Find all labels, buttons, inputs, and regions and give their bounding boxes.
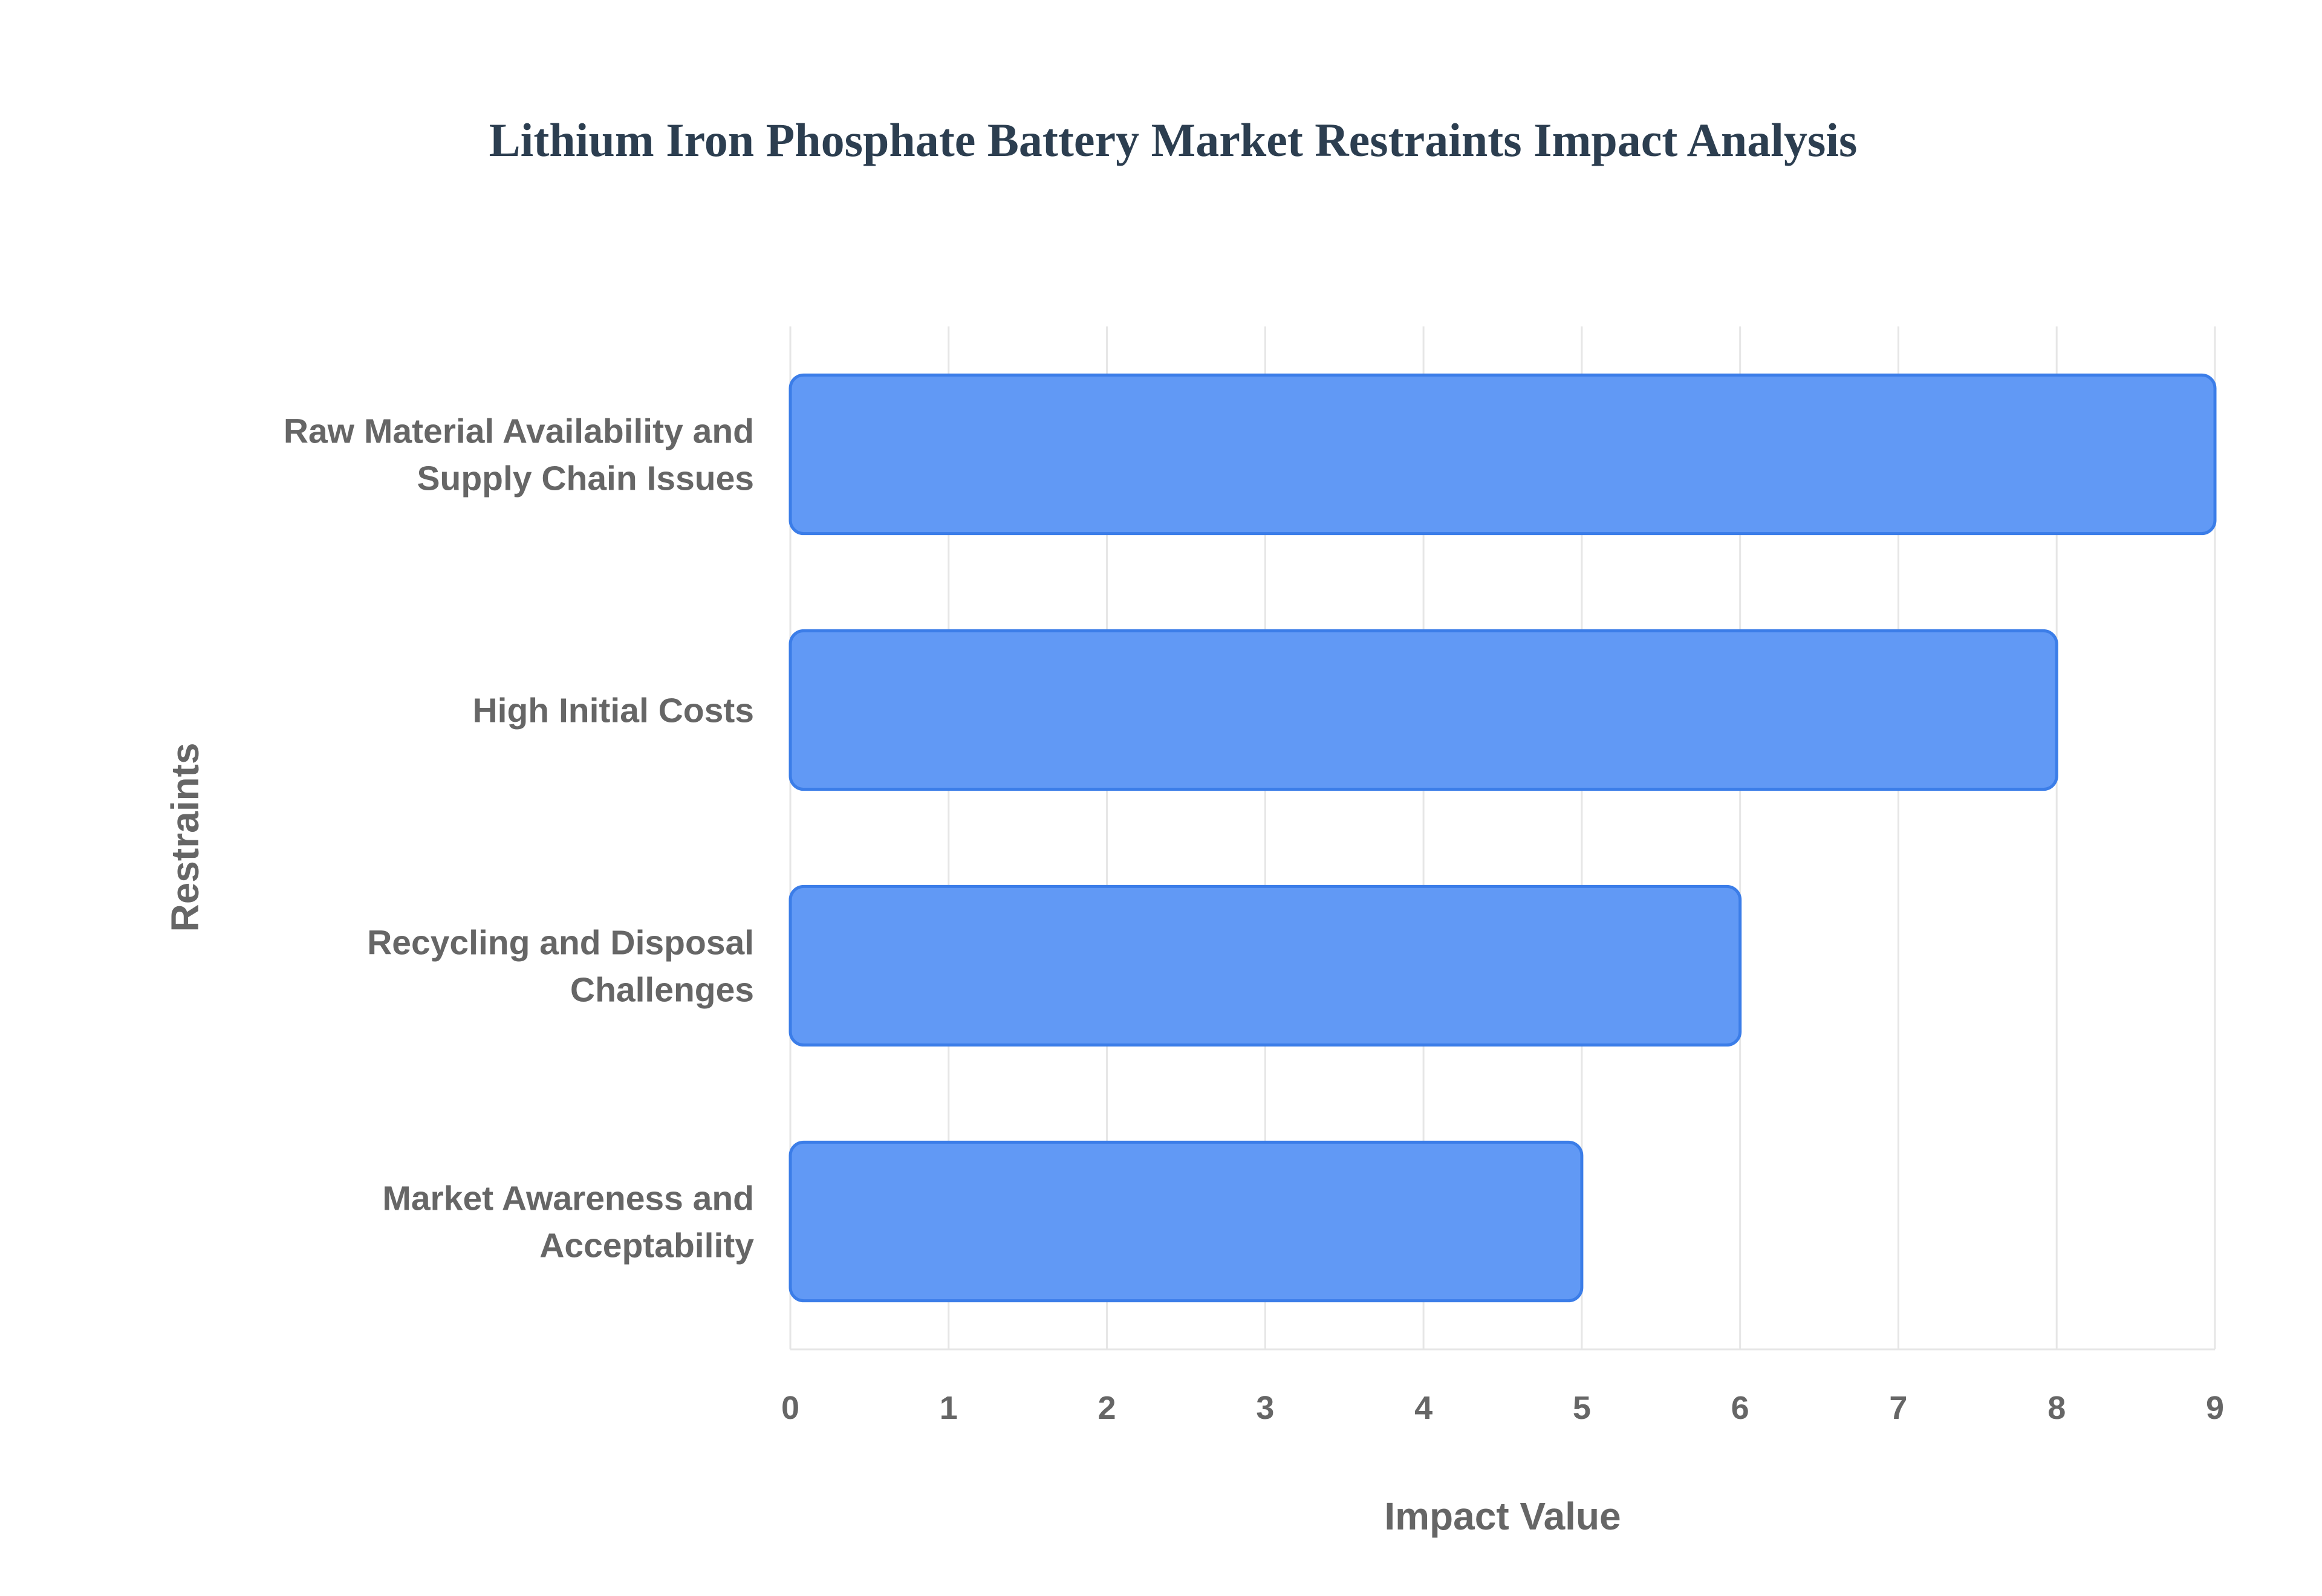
bar xyxy=(789,629,2058,791)
y-axis-title: Restraints xyxy=(163,743,207,932)
x-axis-ticks: 0 1 2 3 4 5 6 7 8 9 xyxy=(781,1390,2224,1426)
chart-title: Lithium Iron Phosphate Battery Market Re… xyxy=(489,114,1858,166)
x-tick-label: 8 xyxy=(2047,1390,2066,1426)
bars xyxy=(789,373,2217,1303)
x-tick-label: 5 xyxy=(1573,1390,1591,1426)
x-tick-label: 9 xyxy=(2206,1390,2224,1426)
bar xyxy=(789,373,2217,536)
y-axis-categories: Raw Material Availability and Supply Chai… xyxy=(284,412,754,1265)
x-tick-label: 7 xyxy=(1889,1390,1907,1426)
x-axis-title: Impact Value xyxy=(1384,1494,1621,1538)
category-label: Market Awareness and Acceptability xyxy=(382,1179,754,1265)
category-label: Raw Material Availability and Supply Chai… xyxy=(284,412,754,498)
x-tick-label: 2 xyxy=(1098,1390,1116,1426)
category-label: Recycling and Disposal Challenges xyxy=(367,924,754,1010)
x-tick-label: 0 xyxy=(781,1390,799,1426)
x-tick-label: 6 xyxy=(1731,1390,1749,1426)
bar xyxy=(789,1140,1584,1303)
category-label: High Initial Costs xyxy=(472,692,754,730)
x-tick-label: 1 xyxy=(940,1390,958,1426)
x-tick-label: 3 xyxy=(1256,1390,1274,1426)
bar xyxy=(789,884,1742,1047)
x-tick-label: 4 xyxy=(1414,1390,1433,1426)
